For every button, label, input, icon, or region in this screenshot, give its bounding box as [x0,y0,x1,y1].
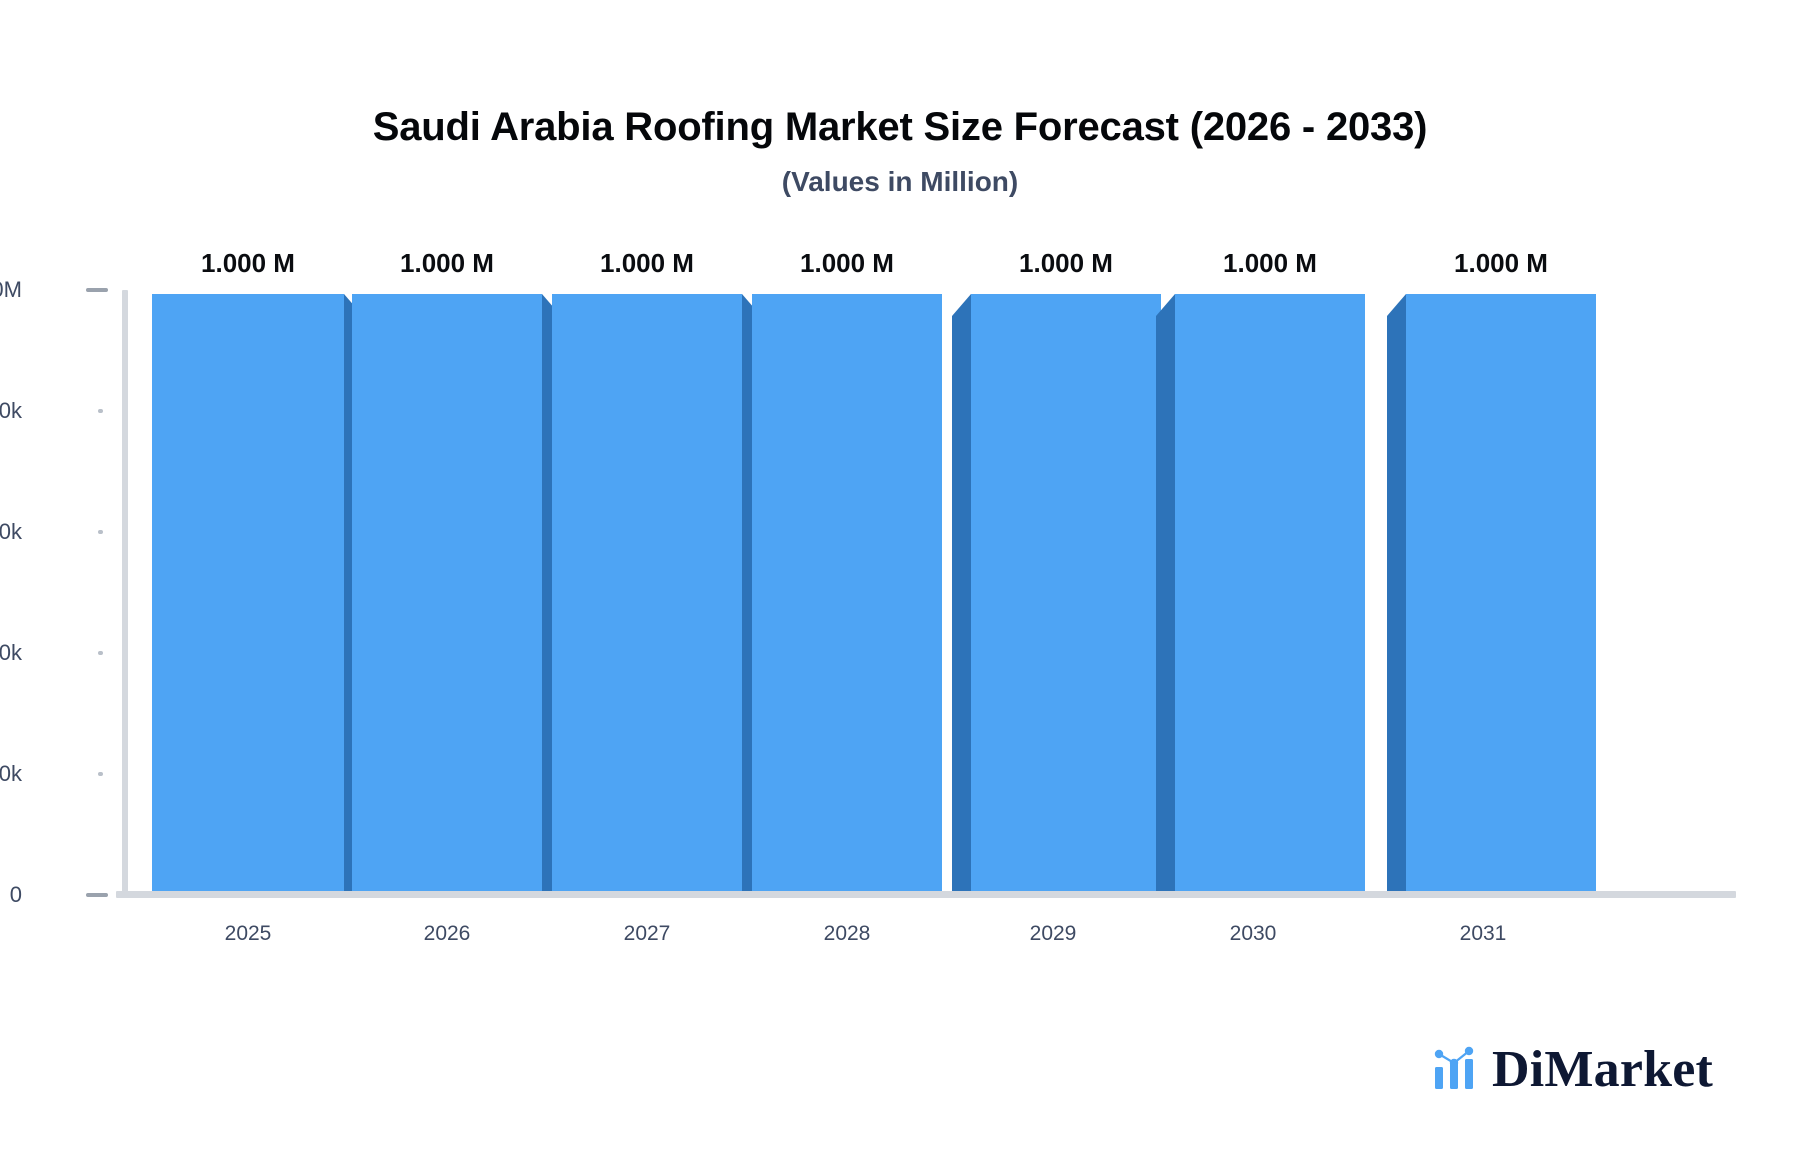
bar-face [552,294,742,891]
x-tick-label: 2025 [224,922,272,945]
x-tick-label: 2030 [1229,922,1277,945]
bar-2029[interactable]: 1.000 M [952,248,1161,891]
y-tick-mark [98,530,103,534]
y-tick-mark [98,651,103,655]
y-axis-line [122,290,128,895]
y-tick-label: 200.0k [0,761,22,786]
x-tick-label: 2028 [823,922,871,945]
y-tick-mark [86,288,108,292]
bar-side-face [952,294,971,891]
bar-value-label: 1.000 M [1223,248,1317,278]
bar-side-face [1387,294,1406,891]
chart-title-block: Saudi Arabia Roofing Market Size Forecas… [0,104,1800,198]
y-tick-label: 1.0M [0,277,22,302]
bar-value-label: 1.000 M [800,248,894,278]
bar-face [152,294,344,891]
y-tick-label: 0 [9,882,22,907]
bar-value-label: 1.000 M [201,248,295,278]
y-tick-mark [98,409,103,413]
plot-area: 1.0M 800.0k 600.0k 400.0k 200.0k 0 1.000… [0,248,1736,945]
bar-value-label: 1.000 M [1454,248,1548,278]
x-tick-label: 2026 [423,922,471,945]
y-tick-label: 400.0k [0,640,22,665]
bar-face [752,294,942,891]
bar-2026[interactable]: 1.000 M [352,248,561,891]
bar-face [971,294,1161,891]
y-tick-label: 600.0k [0,519,22,544]
y-tick-mark [86,893,108,897]
bar-face [352,294,542,891]
bar-2025[interactable]: 1.000 M [152,248,363,891]
bar-2030[interactable]: 1.000 M [1156,248,1365,891]
bar-chart-icon [1432,1045,1478,1096]
chart-subtitle: (Values in Million) [781,166,1019,197]
x-tick-label: 2031 [1459,922,1507,945]
bar-2031[interactable]: 1.000 M [1387,248,1596,891]
bar-2027[interactable]: 1.000 M [552,248,761,891]
brand-name: DiMarket [1492,1041,1714,1098]
bar-2028[interactable]: 1.000 M [752,248,942,891]
x-axis-line [116,891,1736,898]
x-tick-label: 2029 [1029,922,1077,945]
page-title: Saudi Arabia Roofing Market Size Forecas… [372,105,1428,149]
bar-side-face [1156,294,1175,891]
y-tick-label: 800.0k [0,398,22,423]
bar-face [1406,294,1596,891]
bar-value-label: 1.000 M [600,248,694,278]
bar-face [1175,294,1365,891]
brand-logo: DiMarket [1432,1044,1713,1096]
y-tick-mark [98,772,103,776]
x-tick-label: 2027 [623,922,671,945]
bar-value-label: 1.000 M [400,248,494,278]
bar-value-label: 1.000 M [1019,248,1113,278]
